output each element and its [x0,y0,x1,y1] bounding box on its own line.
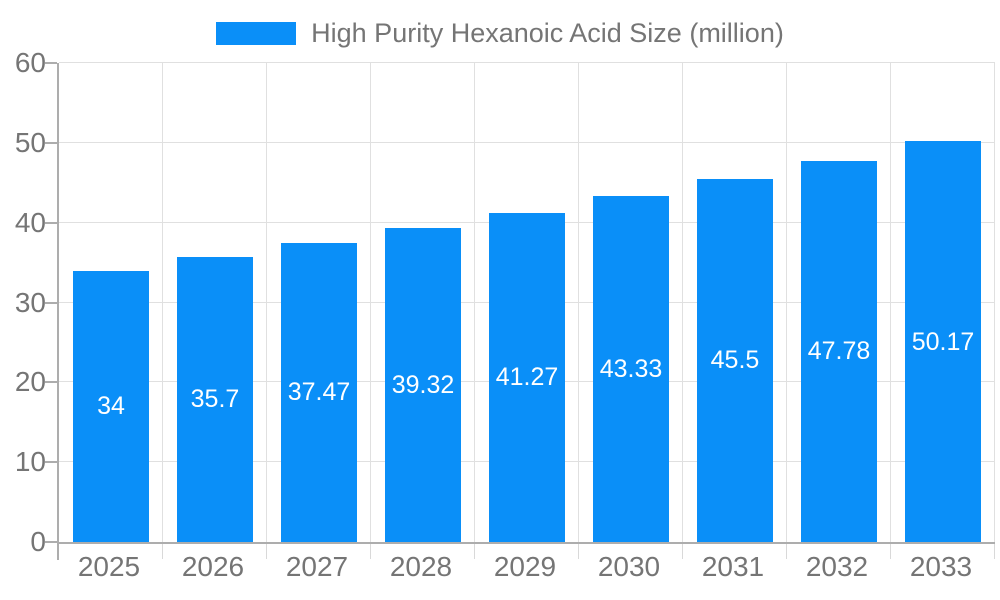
v-gridline [786,63,787,542]
v-gridline [474,63,475,542]
bar-2030[interactable] [593,196,669,542]
bar-value-label: 45.5 [710,346,760,375]
x-axis-tick [474,544,475,559]
x-axis-tick-label: 2029 [493,551,557,582]
chart-legend: High Purity Hexanoic Acid Size (million) [0,18,1000,49]
x-axis-tick [578,544,579,559]
bar-value-label: 39.32 [391,371,455,400]
bar-value-label: 47.78 [807,337,871,366]
h-gridline [59,141,995,143]
y-axis-tick-label: 40 [14,206,46,238]
y-axis-tick-label: 20 [14,366,46,398]
bar-value-label: 43.33 [599,355,663,384]
v-gridline [578,63,579,542]
v-gridline [266,63,267,542]
bar-value-label: 41.27 [495,363,559,392]
x-axis-tick-label: 2031 [701,551,765,582]
x-axis-tick [370,544,371,559]
bar-value-label: 37.47 [287,378,351,407]
bar-2029[interactable] [489,212,565,542]
bar-value-label: 34 [97,392,125,421]
x-axis-tick [162,544,163,559]
x-axis-tick [682,544,683,559]
x-axis-tick [266,544,267,559]
y-axis-tick [45,62,57,64]
v-gridline [994,63,995,542]
h-gridline [59,62,995,63]
legend-swatch[interactable] [216,22,297,45]
x-axis-tick-label: 2032 [805,551,869,582]
bar-2026[interactable] [177,257,253,542]
v-gridline [890,63,891,542]
bar-2032[interactable] [801,160,877,542]
x-axis-tick [786,544,787,559]
y-axis-tick-label: 30 [14,286,46,318]
y-axis-tick-label: 0 [30,526,46,557]
x-axis-tick-label: 2025 [77,551,141,582]
x-axis-tick-label: 2026 [181,551,245,582]
legend-label[interactable]: High Purity Hexanoic Acid Size (million) [311,18,784,48]
y-axis-bottom-tick [57,544,59,560]
x-axis-tick [890,544,891,559]
y-axis-tick-label: 60 [14,47,46,78]
x-axis-tick [994,544,995,559]
x-axis-tick-label: 2030 [597,551,661,582]
v-gridline [682,63,683,542]
y-axis-tick [45,541,57,543]
x-axis-tick-label: 2027 [285,551,349,582]
y-axis-tick [45,381,57,384]
v-gridline [370,63,371,542]
x-axis-tick-label: 2033 [909,551,973,582]
y-axis-tick [45,301,57,304]
bar-value-label: 35.7 [190,385,240,414]
y-axis-tick-label: 10 [14,446,46,478]
v-gridline [162,63,163,542]
y-axis-tick [45,461,57,464]
bar-2028[interactable] [385,228,461,542]
bar-2025[interactable] [73,270,149,542]
y-axis-tick-label: 50 [14,126,46,158]
bar-2031[interactable] [697,178,773,542]
plot-area: 34 35.7 37.47 39.32 41.27 43.33 45.5 47.78 50.17 [45,62,995,560]
y-axis-tick [45,141,57,144]
bar-2027[interactable] [281,242,357,542]
bar-value-label: 50.17 [911,327,975,356]
x-axis-tick-label: 2028 [389,551,453,582]
y-axis-tick [45,221,57,224]
bar-2033[interactable] [905,141,981,542]
